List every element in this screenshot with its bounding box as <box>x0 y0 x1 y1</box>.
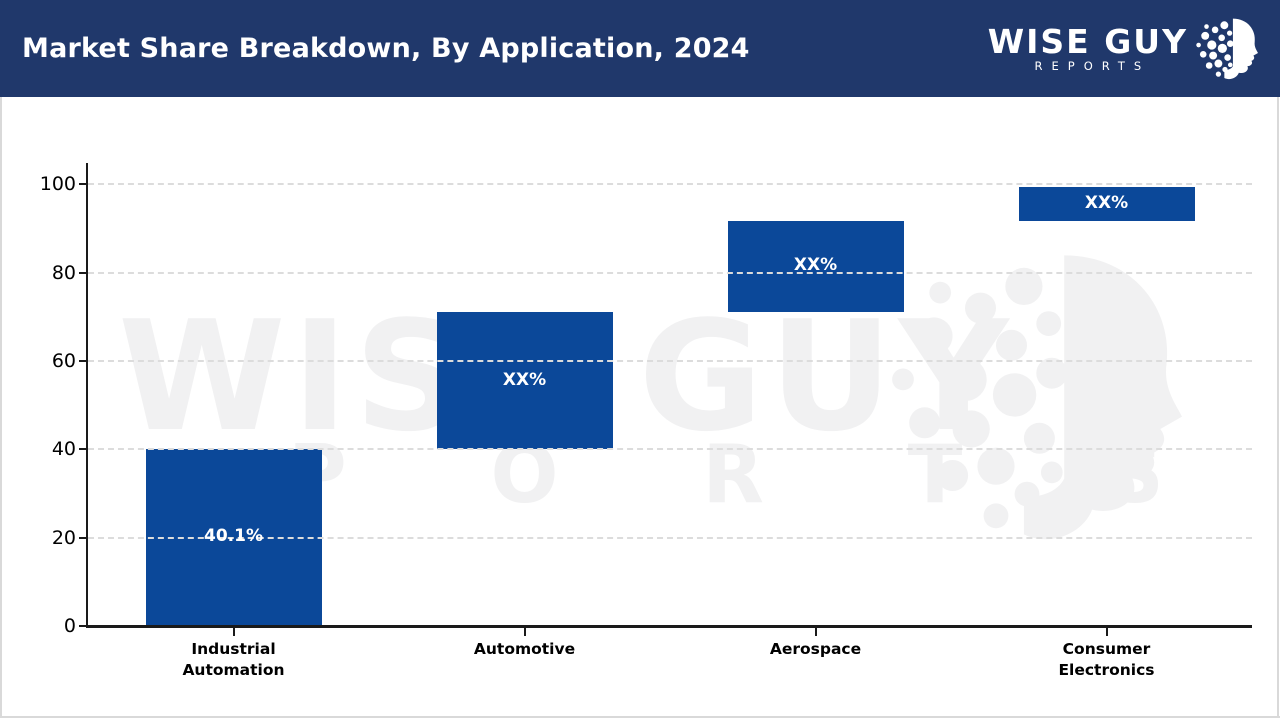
watermark-face-icon <box>892 255 1182 540</box>
y-tick-label-0: 0 <box>63 615 76 637</box>
x-tick-label-consumer-electronics: Consumer Electronics <box>1058 640 1155 679</box>
dotted-face-icon <box>1196 18 1258 79</box>
logo-wordmark: WISE GUY <box>987 21 1188 61</box>
x-tick-automotive <box>523 627 526 636</box>
bar-consumer-electronics <box>1018 186 1195 221</box>
x-tick-label-aerospace: Aerospace <box>769 640 862 658</box>
y-tick-20 <box>79 536 88 539</box>
y-tick-label-80: 80 <box>51 261 76 284</box>
x-axis-line <box>86 625 1252 628</box>
y-tick-label-40: 40 <box>51 438 76 461</box>
page-border-right <box>1277 97 1279 717</box>
page-title: Market Share Breakdown, By Application, … <box>22 33 750 64</box>
gridline-40 <box>88 448 1252 451</box>
page-border-bottom <box>0 716 1280 718</box>
bar-value-label-automotive: XX% <box>502 369 547 390</box>
logo-text: WISE GUY REPORTS <box>988 25 1188 73</box>
y-tick-100 <box>79 183 88 186</box>
y-tick-80 <box>79 271 88 274</box>
wise-guy-reports-logo: WISE GUY REPORTS <box>988 7 1258 91</box>
page-border-left <box>0 97 2 717</box>
gridline-80 <box>88 271 1252 274</box>
bar-value-label-consumer-electronics: XX% <box>1084 192 1129 213</box>
gridline-100 <box>88 183 1252 186</box>
y-tick-label-60: 60 <box>51 349 76 372</box>
bar-automotive <box>436 312 613 449</box>
gridline-20 <box>88 536 1252 539</box>
x-tick-label-industrial-automation: Industrial Automation <box>182 640 285 679</box>
x-tick-industrial-automation <box>232 627 235 636</box>
gridline-60 <box>88 359 1252 362</box>
bar-value-label-industrial-automation: 40.1% <box>204 526 263 547</box>
y-tick-label-20: 20 <box>51 526 76 549</box>
x-tick-label-automotive: Automotive <box>473 640 576 658</box>
logo-subtitle: REPORTS <box>1034 58 1151 73</box>
x-tick-aerospace <box>814 627 817 636</box>
header-band: Market Share Breakdown, By Application, … <box>0 0 1280 97</box>
y-tick-40 <box>79 448 88 451</box>
x-tick-consumer-electronics <box>1105 627 1108 636</box>
y-tick-60 <box>79 359 88 362</box>
bar-value-label-aerospace: XX% <box>793 255 838 276</box>
watermark-subtitle: P O R T S <box>288 428 1222 521</box>
y-tick-0 <box>79 625 88 627</box>
y-axis-line <box>86 163 88 627</box>
bar-aerospace <box>727 220 904 313</box>
y-tick-label-100: 100 <box>39 173 76 196</box>
